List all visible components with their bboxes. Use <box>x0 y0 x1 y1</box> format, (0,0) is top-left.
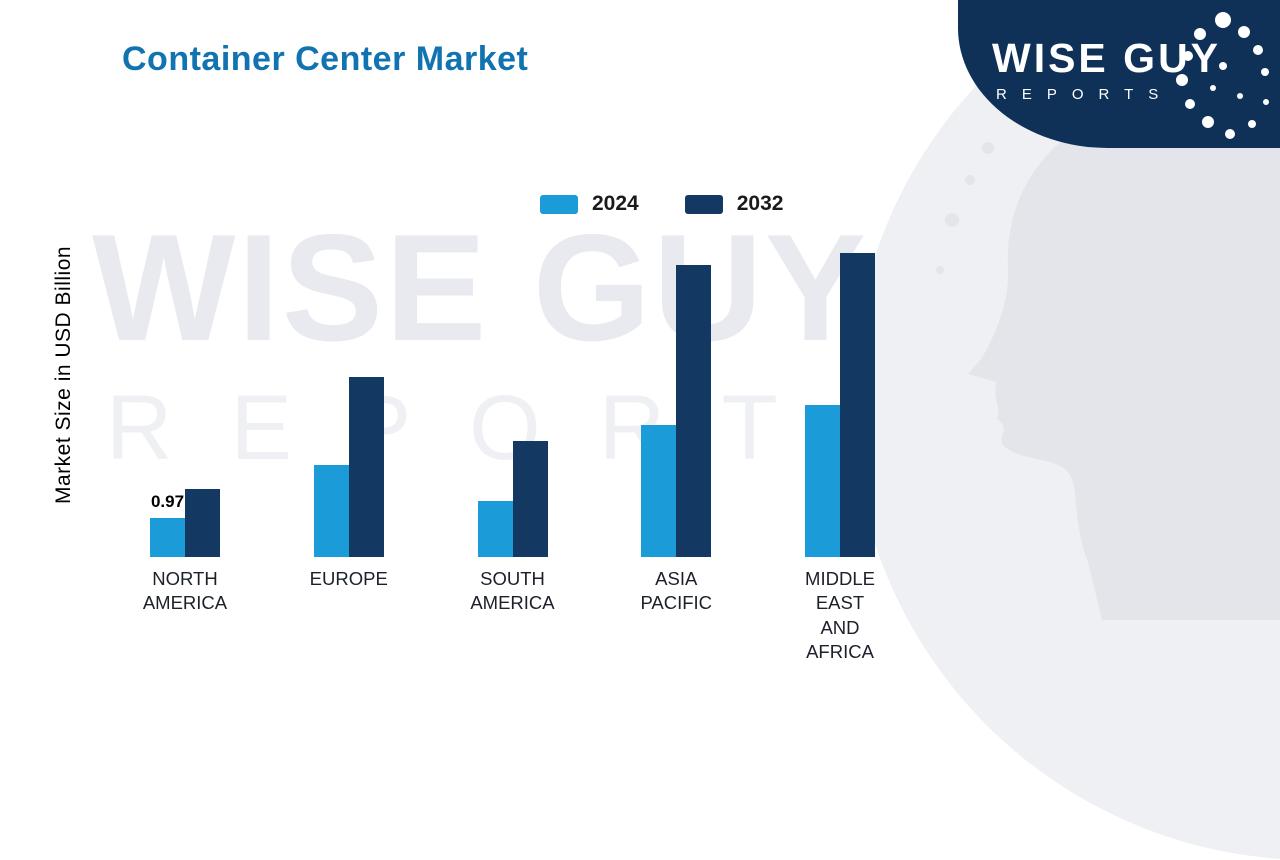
brand-logo-text: WISE GUY REPORTS <box>958 0 1222 104</box>
category-label: EUROPE <box>309 568 388 589</box>
chart-legend: 2024 2032 <box>540 192 783 216</box>
bar-2024 <box>805 405 840 557</box>
bar-group: MIDDLE EAST AND AFRICA <box>770 237 910 665</box>
bar-chart: 0.97 NORTH AMERICA EUROPE SOUTH AMERICA ASIA… <box>115 237 910 665</box>
category-label: NORTH AMERICA <box>142 568 228 614</box>
bar-2032 <box>676 265 712 557</box>
bar-2032 <box>512 441 548 557</box>
page-title: Container Center Market <box>122 40 529 78</box>
brand-subtitle: REPORTS <box>996 86 1174 103</box>
bar-pair <box>641 237 712 557</box>
bar-2024 <box>313 465 349 557</box>
bar-group: 0.97 NORTH AMERICA <box>115 237 255 665</box>
bar-2032 <box>185 489 220 557</box>
category-label: SOUTH AMERICA <box>470 568 555 614</box>
bar-value-label: 0.97 <box>150 492 185 511</box>
category-label: MIDDLE EAST AND AFRICA <box>805 568 875 663</box>
bar-2024 <box>477 501 513 557</box>
legend-label: 2024 <box>592 192 639 215</box>
bar-group: SOUTH AMERICA <box>443 237 583 665</box>
bar-2024 <box>641 425 677 557</box>
bar-pair <box>477 237 548 557</box>
bar-pair: 0.97 <box>150 237 220 557</box>
y-axis-label: Market Size in USD Billion <box>52 245 75 505</box>
bar-2024: 0.97 <box>150 492 185 557</box>
bar-2032 <box>840 253 875 557</box>
legend-label: 2032 <box>736 192 784 215</box>
legend-swatch-2024 <box>540 194 578 214</box>
bar-group: ASIA PACIFIC <box>606 237 746 665</box>
bar-pair <box>313 237 384 557</box>
legend-swatch-2032 <box>684 194 723 214</box>
category-label: ASIA PACIFIC <box>640 568 713 614</box>
bar-pair <box>805 237 875 557</box>
brand-face-dots-icon <box>1176 12 1269 139</box>
bar-group: EUROPE <box>279 237 419 665</box>
watermark-face-silhouette <box>936 108 1280 620</box>
brand-wordmark: WISE GUY <box>992 35 1222 81</box>
legend-item-2024: 2024 <box>540 192 639 216</box>
bar-2032 <box>348 377 384 557</box>
legend-item-2032: 2032 <box>684 192 784 216</box>
